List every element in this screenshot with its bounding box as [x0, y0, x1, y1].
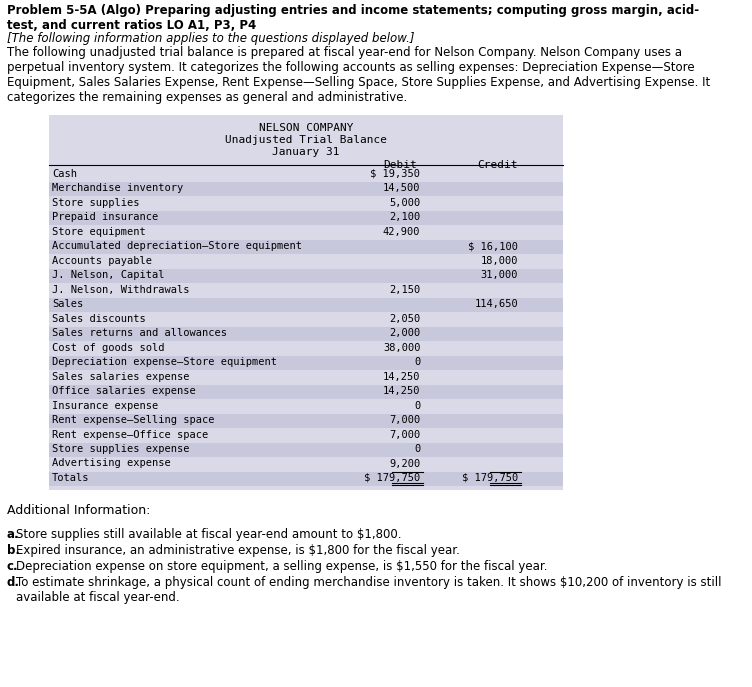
FancyBboxPatch shape	[49, 210, 563, 225]
Text: Sales discounts: Sales discounts	[52, 313, 146, 324]
Text: Advertising expense: Advertising expense	[52, 458, 171, 469]
Text: Merchandise inventory: Merchandise inventory	[52, 183, 183, 193]
Text: Prepaid insurance: Prepaid insurance	[52, 212, 159, 222]
Text: Accounts payable: Accounts payable	[52, 256, 152, 265]
Text: Debit: Debit	[383, 160, 417, 170]
FancyBboxPatch shape	[49, 385, 563, 399]
Text: Depreciation expense—Store equipment: Depreciation expense—Store equipment	[52, 357, 277, 367]
FancyBboxPatch shape	[49, 181, 563, 196]
Text: Store supplies: Store supplies	[52, 197, 140, 207]
Text: $ 179,750: $ 179,750	[364, 473, 420, 483]
Text: Sales returns and allowances: Sales returns and allowances	[52, 328, 227, 338]
Text: 7,000: 7,000	[389, 429, 420, 440]
Text: $ 19,350: $ 19,350	[370, 168, 420, 179]
Text: Rent expense—Office space: Rent expense—Office space	[52, 429, 208, 440]
Text: 7,000: 7,000	[389, 415, 420, 425]
Text: 0: 0	[414, 401, 420, 411]
Text: 18,000: 18,000	[481, 256, 518, 265]
Text: NELSON COMPANY: NELSON COMPANY	[259, 123, 353, 133]
Text: 31,000: 31,000	[481, 270, 518, 280]
Text: Credit: Credit	[478, 160, 518, 170]
Text: Cash: Cash	[52, 168, 77, 179]
FancyBboxPatch shape	[49, 240, 563, 254]
Text: Office salaries expense: Office salaries expense	[52, 386, 196, 396]
Text: Totals: Totals	[52, 473, 89, 483]
Text: To estimate shrinkage, a physical count of ending merchandise inventory is taken: To estimate shrinkage, a physical count …	[17, 576, 722, 604]
Text: Problem 5-5A (Algo) Preparing adjusting entries and income statements; computing: Problem 5-5A (Algo) Preparing adjusting …	[7, 4, 699, 32]
Text: 42,900: 42,900	[383, 227, 420, 236]
FancyBboxPatch shape	[49, 471, 563, 486]
Text: 0: 0	[414, 444, 420, 454]
Text: 14,250: 14,250	[383, 386, 420, 396]
Text: January 31: January 31	[272, 147, 340, 157]
Text: Insurance expense: Insurance expense	[52, 401, 159, 411]
Text: d.: d.	[7, 576, 20, 589]
Text: 114,650: 114,650	[475, 299, 518, 309]
Text: Sales salaries expense: Sales salaries expense	[52, 372, 190, 381]
Text: 2,050: 2,050	[389, 313, 420, 324]
Text: c.: c.	[7, 560, 18, 573]
Text: Cost of goods sold: Cost of goods sold	[52, 343, 165, 352]
Text: 2,000: 2,000	[389, 328, 420, 338]
Text: 14,500: 14,500	[383, 183, 420, 193]
Text: Store equipment: Store equipment	[52, 227, 146, 236]
Text: Depreciation expense on store equipment, a selling expense, is $1,550 for the fi: Depreciation expense on store equipment,…	[17, 560, 547, 573]
Text: Unadjusted Trial Balance: Unadjusted Trial Balance	[225, 135, 387, 145]
Text: [The following information applies to the questions displayed below.]: [The following information applies to th…	[7, 32, 414, 45]
FancyBboxPatch shape	[49, 115, 563, 490]
Text: 2,100: 2,100	[389, 212, 420, 222]
Text: Rent expense—Selling space: Rent expense—Selling space	[52, 415, 215, 425]
Text: Additional Information:: Additional Information:	[7, 504, 150, 517]
Text: The following unadjusted trial balance is prepared at fiscal year-end for Nelson: The following unadjusted trial balance i…	[7, 46, 710, 104]
Text: J. Nelson, Withdrawals: J. Nelson, Withdrawals	[52, 284, 190, 295]
Text: Sales: Sales	[52, 299, 83, 309]
Text: 0: 0	[414, 357, 420, 367]
Text: 9,200: 9,200	[389, 458, 420, 469]
FancyBboxPatch shape	[49, 442, 563, 457]
Text: 14,250: 14,250	[383, 372, 420, 381]
Text: b.: b.	[7, 544, 20, 557]
FancyBboxPatch shape	[49, 355, 563, 370]
FancyBboxPatch shape	[49, 297, 563, 312]
FancyBboxPatch shape	[49, 269, 563, 283]
Text: 2,150: 2,150	[389, 284, 420, 295]
Text: Accumulated depreciation—Store equipment: Accumulated depreciation—Store equipment	[52, 241, 302, 251]
Text: a.: a.	[7, 528, 19, 541]
Text: $ 179,750: $ 179,750	[462, 473, 518, 483]
Text: J. Nelson, Capital: J. Nelson, Capital	[52, 270, 165, 280]
FancyBboxPatch shape	[49, 326, 563, 341]
Text: Expired insurance, an administrative expense, is $1,800 for the fiscal year.: Expired insurance, an administrative exp…	[17, 544, 460, 557]
Text: 5,000: 5,000	[389, 197, 420, 207]
Text: 38,000: 38,000	[383, 343, 420, 352]
Text: $ 16,100: $ 16,100	[468, 241, 518, 251]
Text: Store supplies still available at fiscal year-end amount to $1,800.: Store supplies still available at fiscal…	[17, 528, 402, 541]
FancyBboxPatch shape	[49, 414, 563, 428]
Text: Store supplies expense: Store supplies expense	[52, 444, 190, 454]
